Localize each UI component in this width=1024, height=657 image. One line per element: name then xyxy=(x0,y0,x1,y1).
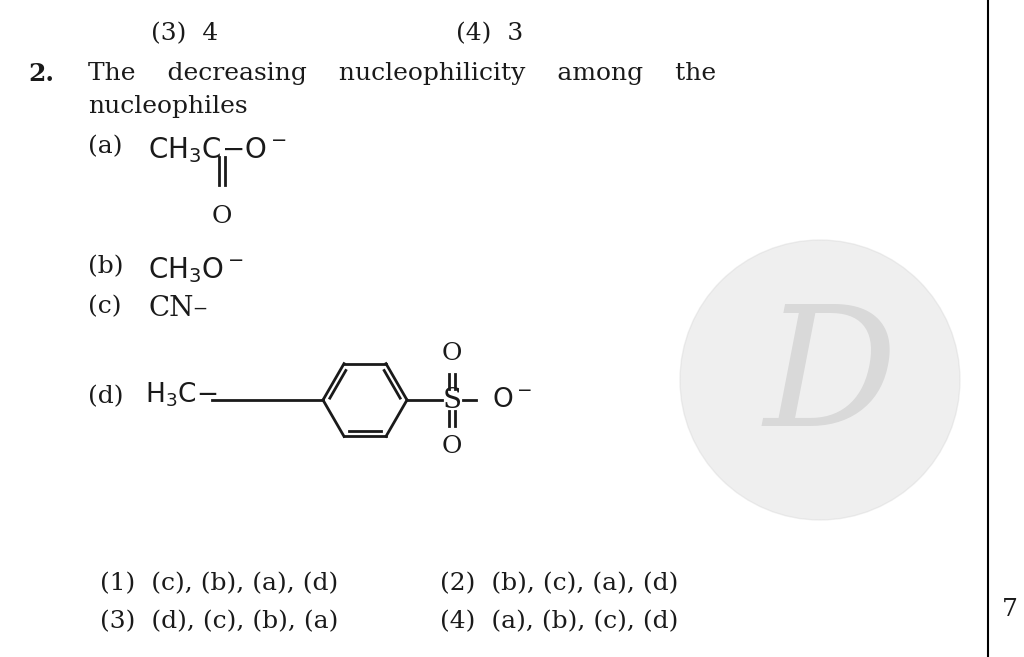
Text: O: O xyxy=(212,205,232,228)
Text: $\rm O^-$: $\rm O^-$ xyxy=(492,387,532,413)
Text: O: O xyxy=(441,435,462,458)
Text: 7: 7 xyxy=(1002,598,1018,621)
Text: The    decreasing    nucleophilicity    among    the: The decreasing nucleophilicity among the xyxy=(88,62,716,85)
Text: (1)  (c), (b), (a), (d): (1) (c), (b), (a), (d) xyxy=(100,572,338,595)
Text: (c): (c) xyxy=(88,295,122,318)
Text: $\rm H_3C{-}$: $\rm H_3C{-}$ xyxy=(145,381,217,409)
Text: (d): (d) xyxy=(88,385,124,408)
Text: CN–: CN– xyxy=(148,295,208,322)
Text: (4)  3: (4) 3 xyxy=(457,22,523,45)
Text: nucleophiles: nucleophiles xyxy=(88,95,248,118)
Text: O: O xyxy=(441,342,462,365)
Text: (b): (b) xyxy=(88,255,124,278)
Text: $\rm CH_3C{-}O^-$: $\rm CH_3C{-}O^-$ xyxy=(148,135,287,165)
Text: 2.: 2. xyxy=(28,62,54,86)
Text: (3)  (d), (c), (b), (a): (3) (d), (c), (b), (a) xyxy=(100,610,338,633)
Text: (2)  (b), (c), (a), (d): (2) (b), (c), (a), (d) xyxy=(440,572,678,595)
Circle shape xyxy=(680,240,961,520)
Text: $\rm CH_3O^-$: $\rm CH_3O^-$ xyxy=(148,255,244,284)
Text: (a): (a) xyxy=(88,135,123,158)
Text: (3)  4: (3) 4 xyxy=(152,22,219,45)
Text: D: D xyxy=(763,300,897,461)
Text: (4)  (a), (b), (c), (d): (4) (a), (b), (c), (d) xyxy=(440,610,678,633)
Text: S: S xyxy=(442,386,462,413)
